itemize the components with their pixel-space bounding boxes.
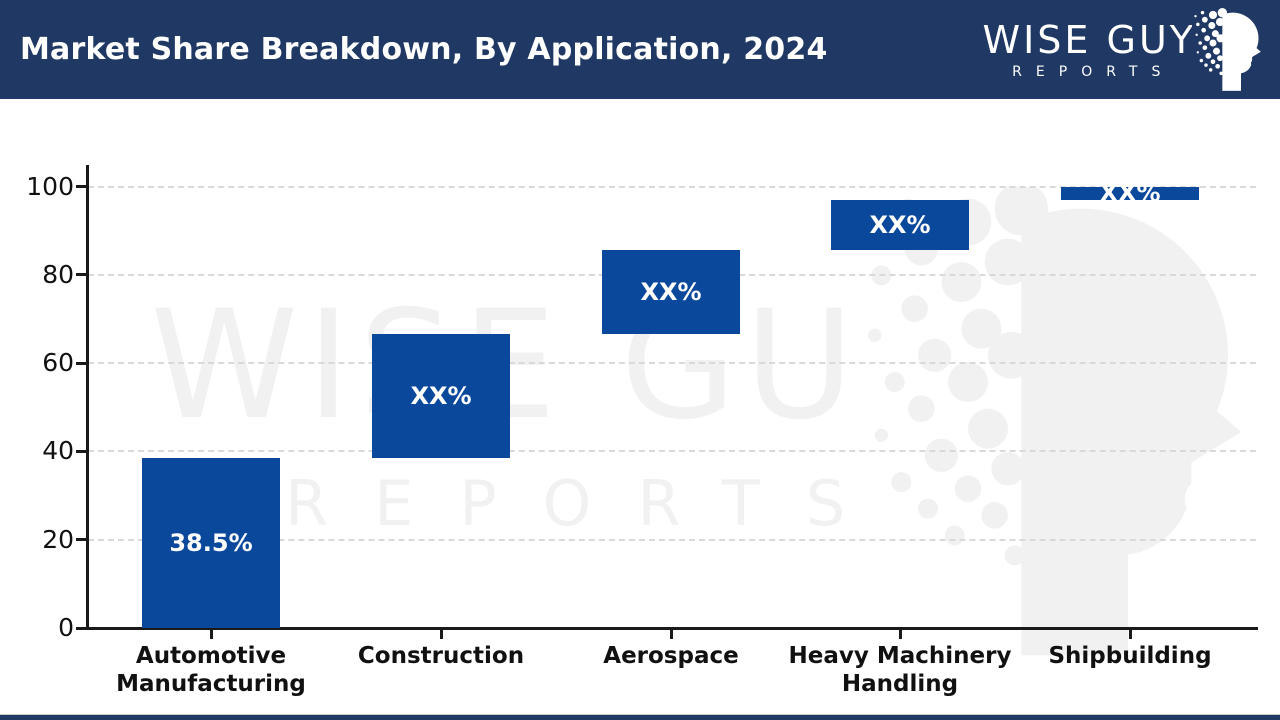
dotted-head-profile-icon: [1190, 7, 1262, 92]
watermark-head-icon: [841, 182, 1248, 662]
x-tick-mark-4: [1128, 630, 1132, 639]
y-tick-mark-60: [76, 361, 88, 365]
y-axis: [86, 165, 89, 630]
gridline-20: [88, 538, 1256, 541]
y-tick-label-20: 20: [42, 524, 74, 554]
page-title: Market Share Breakdown, By Application, …: [20, 32, 828, 67]
watermark-wordmark: WISE GUY: [150, 279, 962, 453]
x-tick-mark-0: [209, 630, 213, 639]
y-tick-mark-20: [76, 538, 88, 542]
logo-wordmark: WISE GUY: [982, 17, 1196, 62]
gridline-100: [88, 185, 1256, 188]
x-tick-mark-2: [669, 630, 673, 639]
gridline-60: [88, 362, 1256, 365]
plot-area: 0 20 40 60 80 100 38.5% Automotive Manufacturin…: [0, 99, 1280, 714]
watermark-subtext: REPORTS: [285, 467, 892, 540]
header: Market Share Breakdown, By Application, …: [0, 0, 1280, 99]
y-tick-label-0: 0: [58, 613, 74, 642]
y-tick-label-80: 80: [42, 259, 74, 289]
bar-value-label-1: XX%: [410, 382, 472, 411]
y-tick-mark-40: [76, 449, 88, 453]
y-tick-label-60: 60: [42, 348, 74, 378]
bar-0: 38.5%: [142, 458, 280, 628]
y-tick-mark-100: [76, 185, 88, 189]
y-tick-label-40: 40: [42, 436, 74, 466]
y-tick-mark-80: [76, 273, 88, 277]
gridline-40: [88, 450, 1256, 453]
y-tick-label-100: 100: [26, 171, 74, 201]
footer-hairline: [0, 714, 1280, 715]
bar-value-label-0: 38.5%: [169, 529, 253, 558]
x-axis: [86, 627, 1258, 630]
bar-value-label-4: XX%: [1099, 179, 1161, 208]
footer-strip: [0, 715, 1280, 720]
bar-3: XX%: [831, 199, 969, 250]
x-tick-mark-1: [439, 630, 443, 639]
x-tick-mark-3: [898, 630, 902, 639]
bar-value-label-2: XX%: [640, 278, 702, 307]
chart-card: WISE GUY REPORTS 0 20 40 60 80 100 38.5% Automo…: [0, 99, 1280, 714]
x-category-label-4: Shipbuilding: [1048, 643, 1212, 669]
x-category-label-1: Construction: [357, 643, 525, 669]
x-category-label-0: Automotive Manufacturing: [116, 643, 306, 697]
x-category-label-3: Heavy Machinery Handling: [788, 643, 1012, 697]
x-category-label-2: Aerospace: [603, 643, 739, 669]
y-tick-mark-0: [76, 626, 88, 630]
bar-4: XX%: [1061, 179, 1199, 207]
logo-text: WISE GUY REPORTS: [983, 21, 1196, 79]
wise-guy-reports-logo: WISE GUY REPORTS: [983, 7, 1262, 92]
bar-2: XX%: [602, 249, 740, 335]
bar-1: XX%: [372, 334, 510, 459]
logo-subtext: REPORTS: [1012, 63, 1175, 80]
bar-value-label-3: XX%: [869, 210, 931, 239]
